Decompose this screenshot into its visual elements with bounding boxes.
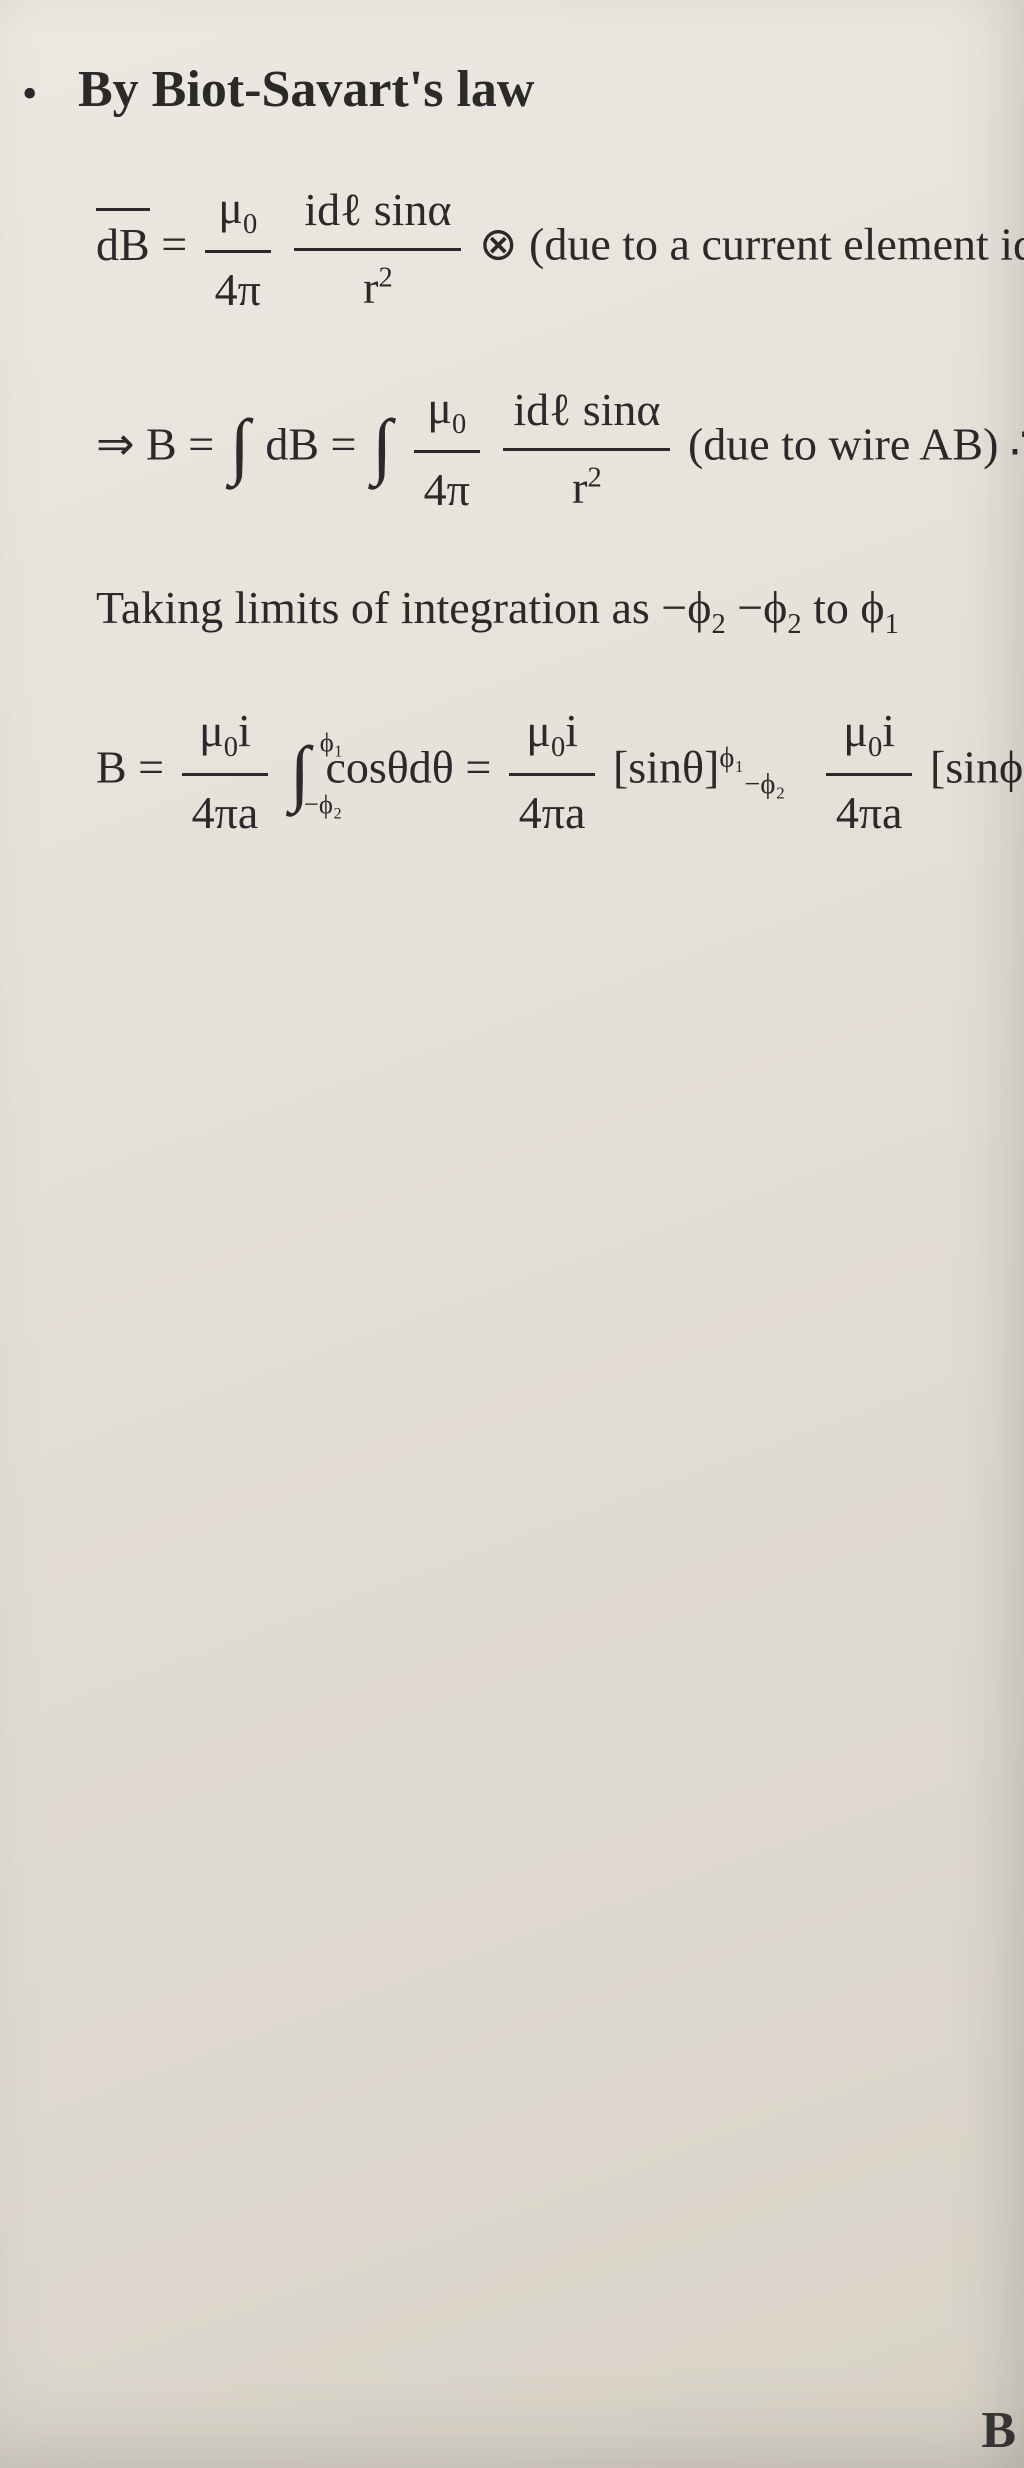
definite-integral: ∫ ϕ₁ −ϕ₂ bbox=[286, 739, 314, 806]
fourpi-den-b: 4π bbox=[414, 453, 480, 524]
section-heading: By Biot-Savart's law bbox=[78, 60, 984, 119]
mu-char: μ bbox=[218, 182, 243, 233]
fourpi-den: 4π bbox=[205, 253, 271, 324]
mu-sub-e: 0 bbox=[551, 732, 565, 763]
mu0i-num-a: μ0i bbox=[182, 698, 269, 776]
bullet-dot: • bbox=[22, 72, 37, 116]
integral-1: ∫ bbox=[230, 416, 250, 475]
r-squared-b: r2 bbox=[503, 451, 670, 522]
mid-neg-phi2: −ϕ bbox=[737, 582, 787, 633]
frac-idl-r2: idℓ sinα r2 bbox=[294, 177, 461, 321]
physics-page: • By Biot-Savart's law dB = μ0 4π idℓ si… bbox=[0, 0, 1024, 2468]
r-char-b: r bbox=[572, 462, 587, 513]
fourpia-den-b: 4πa bbox=[509, 776, 596, 847]
r-exp: 2 bbox=[378, 262, 392, 293]
frac-mu0-4pi: μ0 4π bbox=[205, 175, 271, 323]
bracket-open-2: [ bbox=[930, 742, 945, 793]
neg-phi2: −ϕ bbox=[661, 582, 711, 633]
sin-theta: sinθ bbox=[628, 742, 704, 793]
bracket-close-1: ] bbox=[704, 742, 719, 793]
equation-B-integral: ⇒ B = ∫ dB = ∫ μ0 4π idℓ sinα r2 (due to… bbox=[96, 375, 984, 523]
mu0i-num-c: μ0i bbox=[826, 698, 913, 776]
B-eq: B = bbox=[96, 742, 164, 793]
mu0-num-b: μ0 bbox=[414, 375, 480, 453]
mu0-num: μ0 bbox=[205, 175, 271, 253]
eval-upper: ϕ₁ bbox=[719, 742, 744, 773]
frac-mu0i-4pia-c: μ0i 4πa bbox=[826, 698, 913, 846]
r-char: r bbox=[363, 262, 378, 313]
line2-tail: (due to wire AB) ∴ B= bbox=[688, 419, 1024, 470]
idl-sin-alpha: idℓ sinα bbox=[294, 177, 461, 251]
int-lower-limit: −ϕ₂ bbox=[304, 785, 342, 824]
phi2-sub-b: 2 bbox=[787, 610, 801, 641]
cos-theta-dtheta-b: cosθdθ = bbox=[325, 742, 502, 793]
frac-idl-r2-b: idℓ sinα r2 bbox=[503, 377, 670, 521]
implies-B: ⇒ B = bbox=[96, 419, 214, 470]
frac-mu0-4pi-b: μ0 4π bbox=[414, 375, 480, 523]
phi2-sub-a: 2 bbox=[711, 610, 725, 641]
fourpia-den-a: 4πa bbox=[182, 776, 269, 847]
integral-2: ∫ bbox=[372, 416, 392, 475]
frac-mu0i-4pia-a: μ0i 4πa bbox=[182, 698, 269, 846]
line1-tail: (due to a current element idℓ at point P… bbox=[529, 219, 1024, 270]
dB-bar: dB bbox=[96, 212, 150, 279]
limits-sentence: Taking limits of integration as −ϕ2 −ϕ2 … bbox=[96, 575, 984, 646]
mu-sub: 0 bbox=[243, 209, 257, 240]
idl-sin-alpha-b: idℓ sinα bbox=[503, 377, 670, 451]
r-exp-b: 2 bbox=[587, 463, 601, 494]
mu-sub-f: 0 bbox=[868, 732, 882, 763]
dB-eq: dB = bbox=[265, 419, 368, 470]
sin-phi1: sinϕ bbox=[945, 742, 1023, 793]
mu0i-num-b: μ0i bbox=[509, 698, 596, 776]
eq-sign: = bbox=[161, 219, 198, 270]
mu-char-e: μ bbox=[526, 705, 551, 756]
mu-char-b: μ bbox=[427, 382, 452, 433]
mu-char-d: μ bbox=[199, 705, 224, 756]
mu-char-f: μ bbox=[843, 705, 868, 756]
to-phi1: to ϕ bbox=[813, 582, 885, 633]
int-upper-limit: ϕ₁ bbox=[320, 723, 343, 762]
i-char-e: i bbox=[565, 705, 578, 756]
taking-limits-text: Taking limits of integration as bbox=[96, 582, 661, 633]
phi1-sub: 1 bbox=[885, 610, 899, 641]
fourpia-den-c: 4πa bbox=[826, 776, 913, 847]
mu-sub-b: 0 bbox=[452, 409, 466, 440]
mu-sub-d: 0 bbox=[224, 732, 238, 763]
frac-mu0i-4pia-b: μ0i 4πa bbox=[509, 698, 596, 846]
eval-lower: −ϕ₂ bbox=[744, 769, 785, 800]
i-char-d: i bbox=[238, 705, 251, 756]
page-edge-character: B bbox=[981, 2401, 1016, 2460]
equation-dB: dB = μ0 4π idℓ sinα r2 ⊗ (due to a curre… bbox=[96, 175, 984, 323]
r-squared: r2 bbox=[294, 251, 461, 322]
equation-B-result: B = μ0i 4πa ∫ ϕ₁ −ϕ₂ cosθdθ = μ0i 4πa [s… bbox=[96, 698, 984, 846]
bracket-open-1: [ bbox=[613, 742, 628, 793]
i-char-f: i bbox=[882, 705, 895, 756]
otimes: ⊗ bbox=[479, 219, 529, 270]
